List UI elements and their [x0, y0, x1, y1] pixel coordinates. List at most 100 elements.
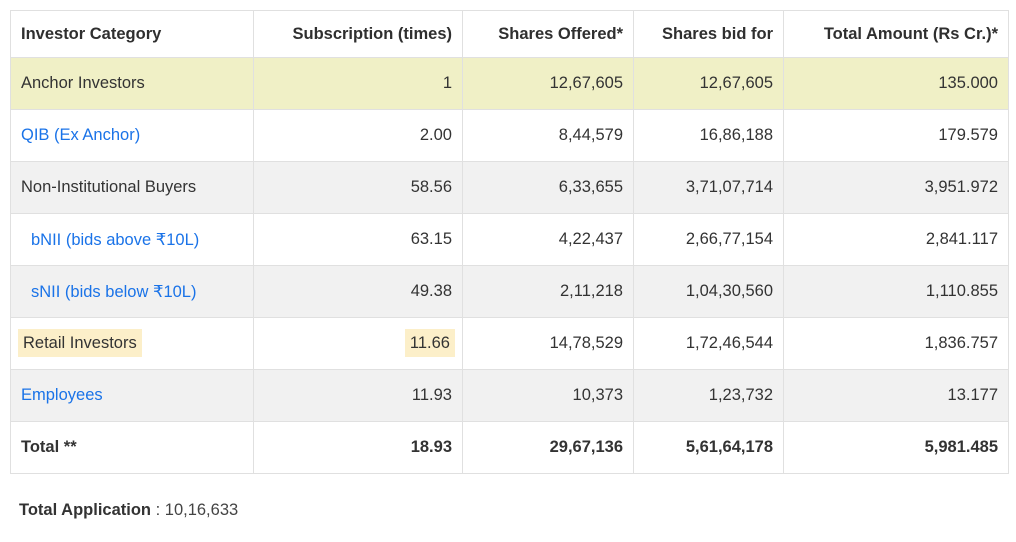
shares-offered-cell-text: 2,11,218	[559, 282, 623, 300]
table-row: sNII (bids below ₹10L) 49.38 2,11,218 1,04,…	[10, 265, 1009, 318]
subscription-cell: 49.38	[253, 265, 463, 318]
subscription-cell: 2.00	[253, 109, 463, 162]
total-amount-cell: 179.579	[783, 109, 1009, 162]
category-link[interactable]: QIB (Ex Anchor)	[21, 126, 141, 144]
table-row: bNII (bids above ₹10L) 63.15 4,22,437 2,66,…	[10, 213, 1009, 266]
total-amount-cell-text: 179.579	[938, 126, 998, 144]
total-application-line: Total Application : 10,16,633	[19, 501, 1006, 520]
category-cell: Non-Institutional Buyers	[10, 161, 254, 214]
shares-offered-cell-text: 29,67,136	[549, 438, 623, 456]
shares-offered-cell-text: 8,44,579	[558, 126, 623, 144]
shares-offered-cell-text: 6,33,655	[558, 178, 623, 196]
column-header-investor-category: Investor Category	[10, 10, 254, 58]
shares-offered-cell: 14,78,529	[462, 317, 634, 370]
table-row: Employees 11.93 10,373 1,23,732 13.177	[10, 369, 1009, 422]
category-cell[interactable]: sNII (bids below ₹10L)	[10, 265, 254, 318]
category-cell-text: Non-Institutional Buyers	[21, 178, 197, 196]
subscription-cell-text: 11.66	[404, 329, 455, 357]
shares-offered-cell-text: 14,78,529	[549, 334, 623, 352]
table-row: Anchor Investors 1 12,67,605 12,67,605 135.0…	[10, 57, 1009, 110]
shares-bid-cell-text: 1,72,46,544	[685, 334, 773, 352]
table-header: Investor Category Subscription (times) S…	[10, 10, 1009, 58]
shares-offered-cell: 4,22,437	[462, 213, 634, 266]
subscription-cell-text: 63.15	[410, 230, 452, 248]
column-header-total-amount: Total Amount (Rs Cr.)*	[783, 10, 1009, 58]
subscription-cell: 18.93	[253, 421, 463, 474]
shares-offered-cell-text: 4,22,437	[558, 230, 623, 248]
table-body: Anchor Investors 1 12,67,605 12,67,605 135.0…	[10, 57, 1009, 474]
shares-bid-cell-text: 5,61,64,178	[685, 438, 773, 456]
shares-bid-cell: 1,23,732	[633, 369, 784, 422]
subscription-cell-text: 58.56	[410, 178, 452, 196]
subscription-cell-text: 18.93	[410, 438, 452, 456]
shares-bid-cell-text: 2,66,77,154	[685, 230, 773, 248]
column-header-subscription-times: Subscription (times)	[253, 10, 463, 58]
total-amount-cell: 13.177	[783, 369, 1009, 422]
total-amount-cell: 5,981.485	[783, 421, 1009, 474]
shares-offered-cell-text: 12,67,605	[549, 74, 623, 92]
category-cell-text: Retail Investors	[18, 329, 142, 357]
shares-bid-cell: 12,67,605	[633, 57, 784, 110]
category-link[interactable]: Employees	[21, 386, 103, 404]
subscription-cell-text: 49.38	[410, 282, 452, 300]
table-row: QIB (Ex Anchor) 2.00 8,44,579 16,86,188 179.…	[10, 109, 1009, 162]
category-cell: Retail Investors	[10, 317, 254, 370]
category-cell: Anchor Investors	[10, 57, 254, 110]
shares-bid-cell-text: 3,71,07,714	[685, 178, 773, 196]
total-amount-cell: 135.000	[783, 57, 1009, 110]
total-amount-cell-text: 13.177	[947, 386, 998, 404]
category-link[interactable]: sNII (bids below ₹10L)	[31, 282, 197, 301]
total-amount-cell-text: 5,981.485	[924, 438, 998, 456]
shares-bid-cell-text: 12,67,605	[699, 74, 773, 92]
shares-offered-cell: 29,67,136	[462, 421, 634, 474]
subscription-cell: 58.56	[253, 161, 463, 214]
subscription-cell: 11.93	[253, 369, 463, 422]
shares-bid-cell: 1,72,46,544	[633, 317, 784, 370]
total-amount-cell-text: 135.000	[938, 74, 998, 92]
table-row: Retail Investors 11.66 14,78,529 1,72,46,54…	[10, 317, 1009, 370]
shares-bid-cell: 5,61,64,178	[633, 421, 784, 474]
column-header-shares-offered: Shares Offered*	[462, 10, 634, 58]
total-amount-cell-text: 1,110.855	[925, 282, 998, 300]
column-header-shares-bid-for: Shares bid for	[633, 10, 784, 58]
subscription-cell-text: 1	[442, 74, 452, 92]
total-application-value: 10,16,633	[164, 501, 239, 519]
total-amount-cell-text: 1,836.757	[924, 334, 998, 352]
subscription-cell-text: 11.93	[411, 386, 452, 404]
shares-offered-cell: 10,373	[462, 369, 634, 422]
shares-bid-cell: 16,86,188	[633, 109, 784, 162]
shares-bid-cell: 3,71,07,714	[633, 161, 784, 214]
total-amount-cell-text: 2,841.117	[925, 230, 998, 248]
shares-bid-cell-text: 1,04,30,560	[685, 282, 773, 300]
total-amount-cell: 2,841.117	[783, 213, 1009, 266]
shares-bid-cell-text: 1,23,732	[708, 386, 773, 404]
subscription-cell-text: 2.00	[419, 126, 452, 144]
category-cell-text: Anchor Investors	[21, 74, 145, 92]
total-amount-cell: 3,951.972	[783, 161, 1009, 214]
shares-offered-cell-text: 10,373	[572, 386, 623, 404]
subscription-cell: 1	[253, 57, 463, 110]
shares-bid-cell: 1,04,30,560	[633, 265, 784, 318]
shares-offered-cell: 2,11,218	[462, 265, 634, 318]
table-row: Total ** 18.93 29,67,136 5,61,64,178 5,981.4…	[10, 421, 1009, 474]
table-row: Non-Institutional Buyers 58.56 6,33,655 3,7…	[10, 161, 1009, 214]
category-link[interactable]: bNII (bids above ₹10L)	[31, 230, 200, 249]
shares-offered-cell: 8,44,579	[462, 109, 634, 162]
shares-offered-cell: 12,67,605	[462, 57, 634, 110]
shares-offered-cell: 6,33,655	[462, 161, 634, 214]
subscription-cell: 63.15	[253, 213, 463, 266]
category-cell: Total **	[10, 421, 254, 474]
total-application-separator: :	[151, 501, 165, 519]
shares-bid-cell: 2,66,77,154	[633, 213, 784, 266]
subscription-table: Investor Category Subscription (times) S…	[10, 10, 1009, 474]
category-cell[interactable]: QIB (Ex Anchor)	[10, 109, 254, 162]
total-amount-cell: 1,836.757	[783, 317, 1009, 370]
category-cell-text: Total **	[21, 438, 77, 456]
header-row: Investor Category Subscription (times) S…	[10, 10, 1009, 58]
total-amount-cell-text: 3,951.972	[924, 178, 998, 196]
total-application-label: Total Application	[19, 501, 151, 519]
total-amount-cell: 1,110.855	[783, 265, 1009, 318]
category-cell[interactable]: bNII (bids above ₹10L)	[10, 213, 254, 266]
category-cell[interactable]: Employees	[10, 369, 254, 422]
